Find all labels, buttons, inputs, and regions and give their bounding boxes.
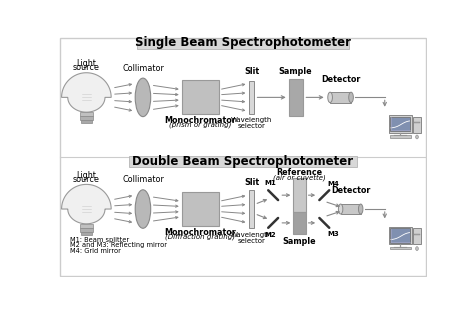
Text: Detector: Detector xyxy=(331,186,370,195)
Ellipse shape xyxy=(416,247,419,251)
Bar xyxy=(390,228,410,243)
Text: M2 and M3: Reflecting mirror: M2 and M3: Reflecting mirror xyxy=(70,242,167,248)
Bar xyxy=(182,192,219,226)
Text: Slit: Slit xyxy=(244,67,259,76)
Bar xyxy=(289,79,302,116)
Text: Light: Light xyxy=(76,59,96,68)
Bar xyxy=(81,232,92,235)
Bar xyxy=(249,190,254,228)
Text: M4: Grid mirror: M4: Grid mirror xyxy=(70,248,121,253)
Text: Collimator: Collimator xyxy=(122,175,164,184)
Bar xyxy=(182,81,219,114)
Text: Sample: Sample xyxy=(283,237,316,246)
Bar xyxy=(81,120,92,123)
Bar xyxy=(330,92,351,103)
Text: source: source xyxy=(73,63,100,72)
Bar xyxy=(414,122,420,123)
Text: M1: M1 xyxy=(264,180,276,186)
Bar xyxy=(413,117,421,133)
Text: Wavelength: Wavelength xyxy=(231,117,272,123)
Text: source: source xyxy=(73,174,100,183)
Bar xyxy=(80,116,92,120)
Text: Sample: Sample xyxy=(279,67,312,76)
Bar xyxy=(414,234,420,235)
Text: M2: M2 xyxy=(264,232,276,238)
Bar xyxy=(80,228,92,232)
Bar xyxy=(293,178,306,212)
Bar xyxy=(390,135,411,138)
Ellipse shape xyxy=(358,204,363,214)
Text: Collimator: Collimator xyxy=(122,64,164,73)
Bar xyxy=(249,81,254,114)
Ellipse shape xyxy=(328,92,332,103)
Text: M4: M4 xyxy=(328,182,339,188)
Ellipse shape xyxy=(349,92,353,103)
Bar xyxy=(389,115,412,133)
Polygon shape xyxy=(62,73,111,112)
Bar xyxy=(80,224,93,228)
Text: Slit: Slit xyxy=(244,179,259,188)
Text: M3: M3 xyxy=(328,230,339,237)
Ellipse shape xyxy=(135,78,151,117)
Bar xyxy=(390,117,410,131)
Text: M1: Beam splitter: M1: Beam splitter xyxy=(70,237,129,243)
Text: Detector: Detector xyxy=(321,75,360,84)
Polygon shape xyxy=(62,184,111,224)
Text: (air or cuvette): (air or cuvette) xyxy=(273,175,326,181)
Ellipse shape xyxy=(338,204,343,214)
Bar xyxy=(137,38,349,49)
Text: selector: selector xyxy=(237,123,265,129)
Text: Reference: Reference xyxy=(276,168,323,177)
Bar xyxy=(389,227,412,244)
Bar xyxy=(80,112,93,116)
Text: Light: Light xyxy=(76,171,96,180)
Text: selector: selector xyxy=(237,238,265,244)
Text: Single Beam Spectrophotometer: Single Beam Spectrophotometer xyxy=(135,36,351,49)
Text: Monochromator: Monochromator xyxy=(164,116,236,125)
Bar xyxy=(413,229,421,244)
Bar xyxy=(341,204,361,214)
Bar xyxy=(293,212,306,234)
Ellipse shape xyxy=(416,135,419,139)
Text: (prism or grating): (prism or grating) xyxy=(169,121,231,128)
Ellipse shape xyxy=(135,190,151,228)
Text: Monochromator: Monochromator xyxy=(164,228,236,236)
Text: (Diffraction grating): (Diffraction grating) xyxy=(165,233,235,239)
Text: Double Beam Spectrophotometer: Double Beam Spectrophotometer xyxy=(132,155,354,168)
Bar xyxy=(129,156,357,167)
Bar xyxy=(390,247,411,249)
Text: Wavelength: Wavelength xyxy=(231,232,272,238)
